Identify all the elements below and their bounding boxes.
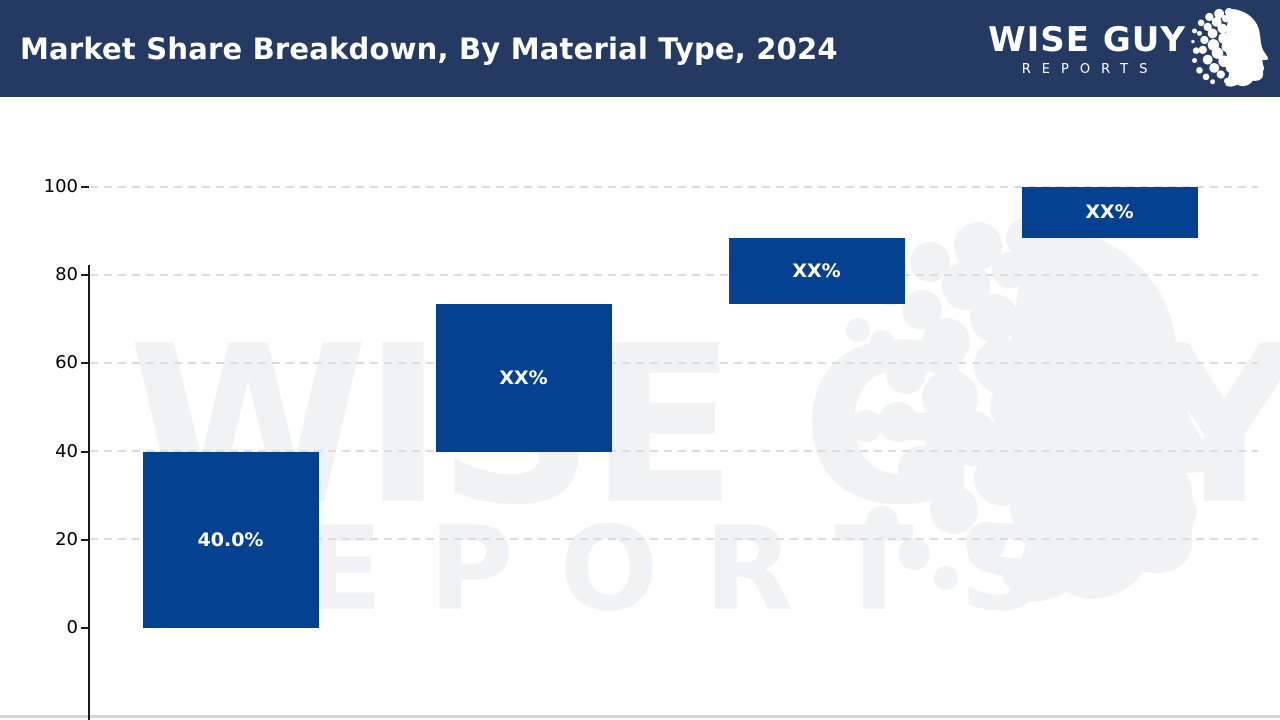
bar-value-label: 40.0% [197, 528, 264, 551]
y-tick-label: 60 [55, 352, 78, 374]
wise-guy-reports-logo: WISE GUY REPORTS [988, 6, 1270, 92]
logo-text-secondary: REPORTS [1021, 61, 1159, 77]
bar-segment [142, 451, 319, 628]
y-tick-label: 0 [66, 617, 78, 638]
gridline [90, 450, 1258, 453]
bar-value-label: XX% [792, 259, 841, 282]
logo-text: WISE GUY REPORTS [988, 23, 1186, 76]
gridline [90, 538, 1258, 541]
y-axis-tick [81, 450, 89, 453]
header-bar: Market Share Breakdown, By Material Type… [0, 0, 1280, 97]
y-tick-label: 80 [55, 264, 78, 286]
footer-divider [0, 715, 1280, 718]
y-tick-label: 20 [55, 528, 78, 550]
bar-value-label: XX% [1085, 201, 1134, 224]
bar-value-label: XX% [499, 366, 548, 389]
y-tick-label: 40 [55, 440, 78, 462]
gridline [90, 185, 1258, 188]
bar-segment [1021, 187, 1198, 238]
page-title: Market Share Breakdown, By Material Type… [20, 31, 838, 66]
bar-segment [728, 237, 905, 304]
y-axis-tick [81, 627, 89, 629]
y-axis-line [88, 265, 90, 720]
y-tick-label: 100 [43, 176, 78, 197]
y-axis-tick [81, 274, 89, 277]
y-axis-tick [81, 186, 89, 188]
logo-text-primary: WISE GUY [988, 19, 1186, 60]
logo-head-icon [1191, 8, 1269, 87]
gridline [90, 361, 1258, 364]
y-axis-tick [81, 362, 89, 365]
gridline [90, 273, 1258, 276]
y-axis-tick [81, 538, 89, 541]
bar-segment [435, 303, 612, 452]
